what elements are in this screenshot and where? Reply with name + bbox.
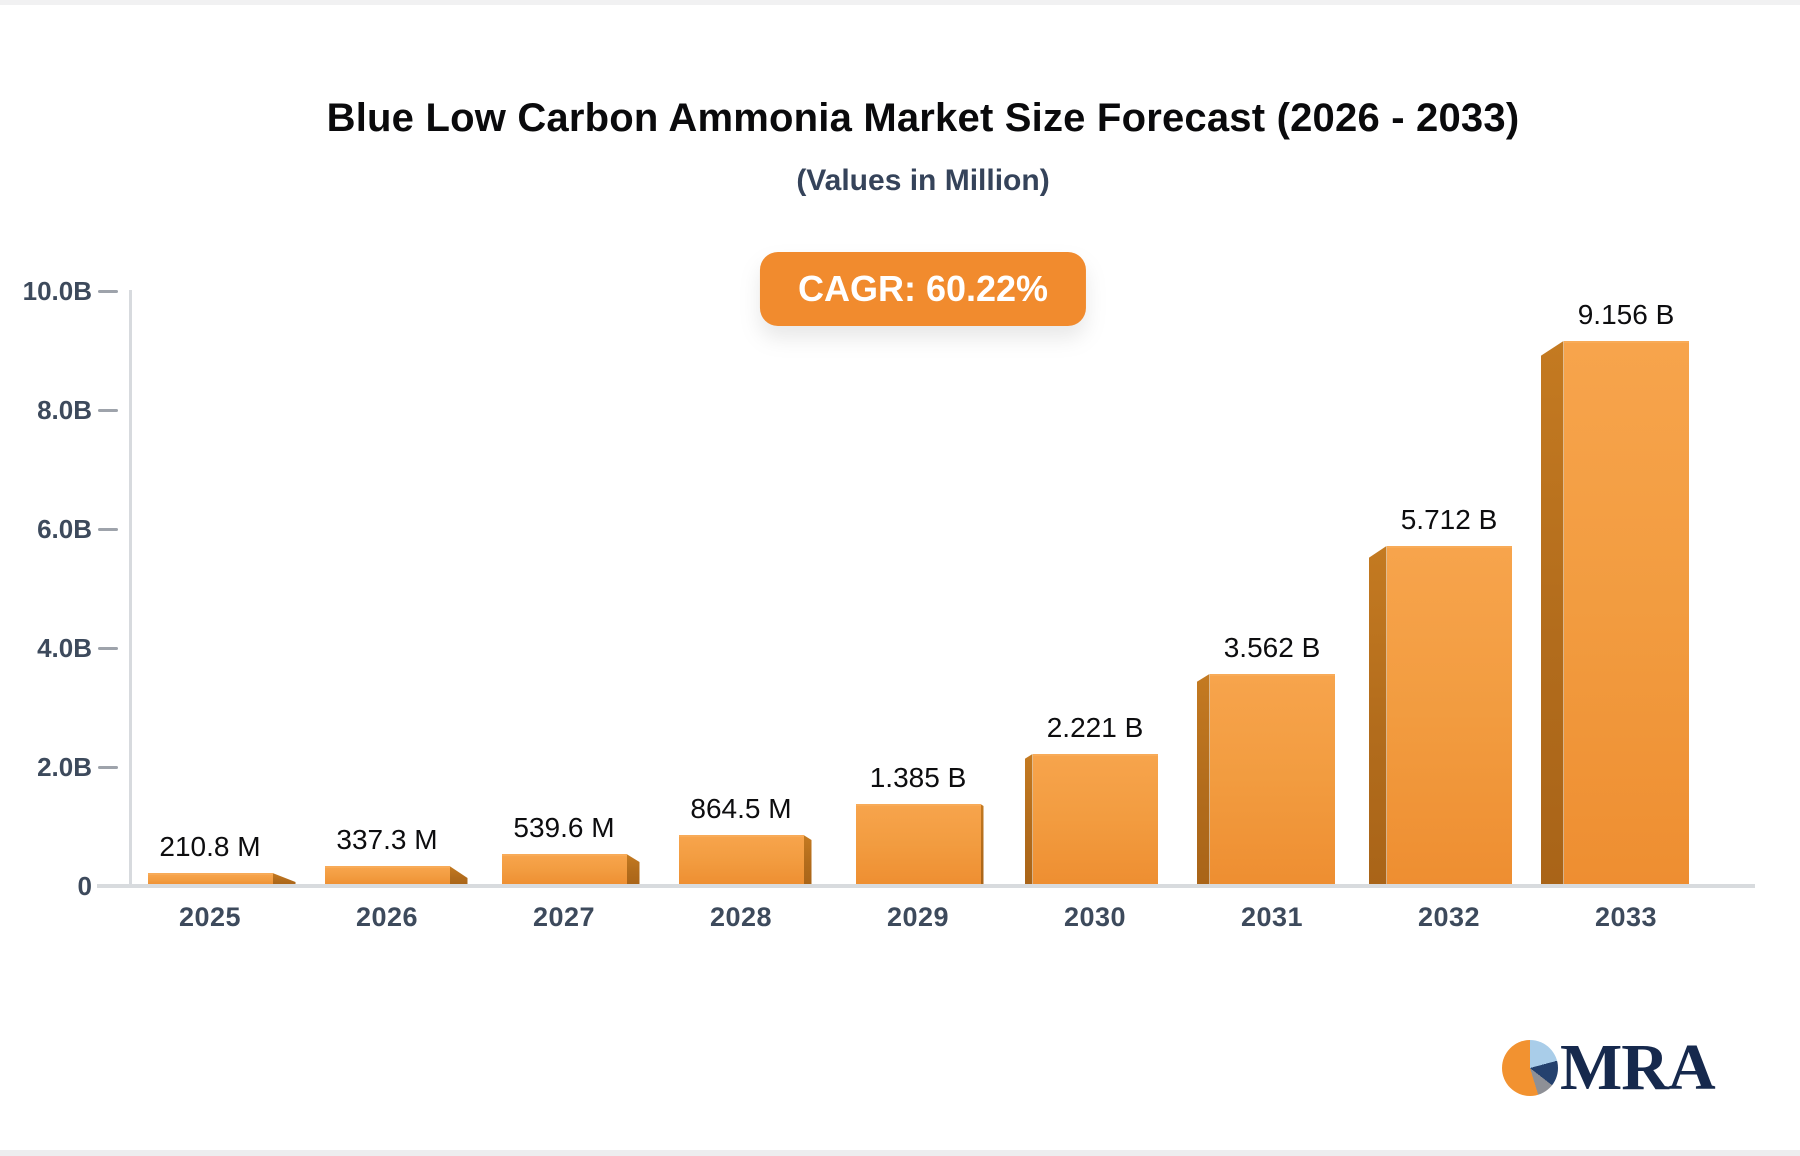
x-axis-label-2031: 2031 bbox=[1240, 902, 1304, 932]
bottom-edge-strip bbox=[0, 1150, 1800, 1156]
bar-2025[interactable] bbox=[147, 873, 273, 886]
x-axis-baseline bbox=[97, 884, 1755, 888]
bar-value-label-2031: 3.562 B bbox=[1223, 632, 1321, 663]
bar-value-label-2032: 5.712 B bbox=[1400, 504, 1498, 535]
x-axis-label-2030: 2030 bbox=[1063, 902, 1127, 932]
x-axis-label-2026: 2026 bbox=[355, 902, 419, 932]
bar-side-face-2026 bbox=[449, 866, 468, 886]
x-axis-label-2029: 2029 bbox=[886, 902, 950, 932]
chart-title: Blue Low Carbon Ammonia Market Size Fore… bbox=[326, 96, 1520, 140]
bar-2033[interactable] bbox=[1563, 341, 1689, 886]
y-tick-mark bbox=[98, 765, 118, 769]
y-tick-label: 0 bbox=[77, 871, 92, 901]
x-axis-label-2032: 2032 bbox=[1417, 902, 1481, 932]
y-tick-label: 8.0B bbox=[37, 395, 92, 425]
chart-subtitle: (Values in Million) bbox=[796, 164, 1050, 197]
top-edge-strip bbox=[0, 0, 1800, 5]
bar-2029[interactable] bbox=[855, 804, 981, 886]
bar-side-face-2033 bbox=[1540, 341, 1564, 886]
y-tick-label: 10.0B bbox=[22, 276, 92, 306]
bar-value-label-2030: 2.221 B bbox=[1046, 712, 1144, 743]
bar-2027[interactable] bbox=[501, 854, 627, 886]
y-tick-mark bbox=[98, 527, 118, 531]
bar-value-label-2028: 864.5 M bbox=[690, 793, 792, 824]
x-axis-label-2027: 2027 bbox=[532, 902, 596, 932]
bar-value-label-2033: 9.156 B bbox=[1577, 299, 1675, 330]
bar-2028[interactable] bbox=[678, 835, 804, 886]
cagr-badge: CAGR: 60.22% bbox=[759, 252, 1087, 326]
bar-side-face-2027 bbox=[626, 854, 640, 886]
bar-side-face-2031 bbox=[1196, 674, 1210, 886]
bar-value-label-2025: 210.8 M bbox=[159, 831, 261, 862]
bar-2032[interactable] bbox=[1386, 546, 1512, 886]
brand-logo: MRA bbox=[1502, 1031, 1716, 1104]
brand-logo-text: MRA bbox=[1560, 1031, 1716, 1104]
y-tick-mark bbox=[98, 646, 118, 650]
x-axis-label-2025: 2025 bbox=[178, 902, 242, 932]
y-tick-mark bbox=[98, 289, 118, 293]
y-tick-label: 6.0B bbox=[37, 514, 92, 544]
x-axis-label-2033: 2033 bbox=[1594, 902, 1658, 932]
bar-value-label-2029: 1.385 B bbox=[869, 762, 967, 793]
bar-2026[interactable] bbox=[324, 866, 450, 886]
bar-side-face-2030 bbox=[1024, 754, 1033, 886]
bar-value-label-2026: 337.3 M bbox=[336, 824, 438, 855]
bar-2030[interactable] bbox=[1032, 754, 1158, 886]
pie-chart-logo-icon bbox=[1502, 1040, 1558, 1096]
y-tick-mark bbox=[98, 408, 118, 412]
y-tick-label: 4.0B bbox=[37, 633, 92, 663]
y-tick-label: 2.0B bbox=[37, 752, 92, 782]
bar-side-face-2028 bbox=[803, 835, 812, 886]
x-axis-label-2028: 2028 bbox=[709, 902, 773, 932]
y-axis-line bbox=[129, 290, 132, 887]
bar-side-face-2029 bbox=[980, 804, 984, 886]
bar-2031[interactable] bbox=[1209, 674, 1335, 886]
bar-value-label-2027: 539.6 M bbox=[513, 812, 615, 843]
bar-side-face-2032 bbox=[1368, 546, 1387, 886]
